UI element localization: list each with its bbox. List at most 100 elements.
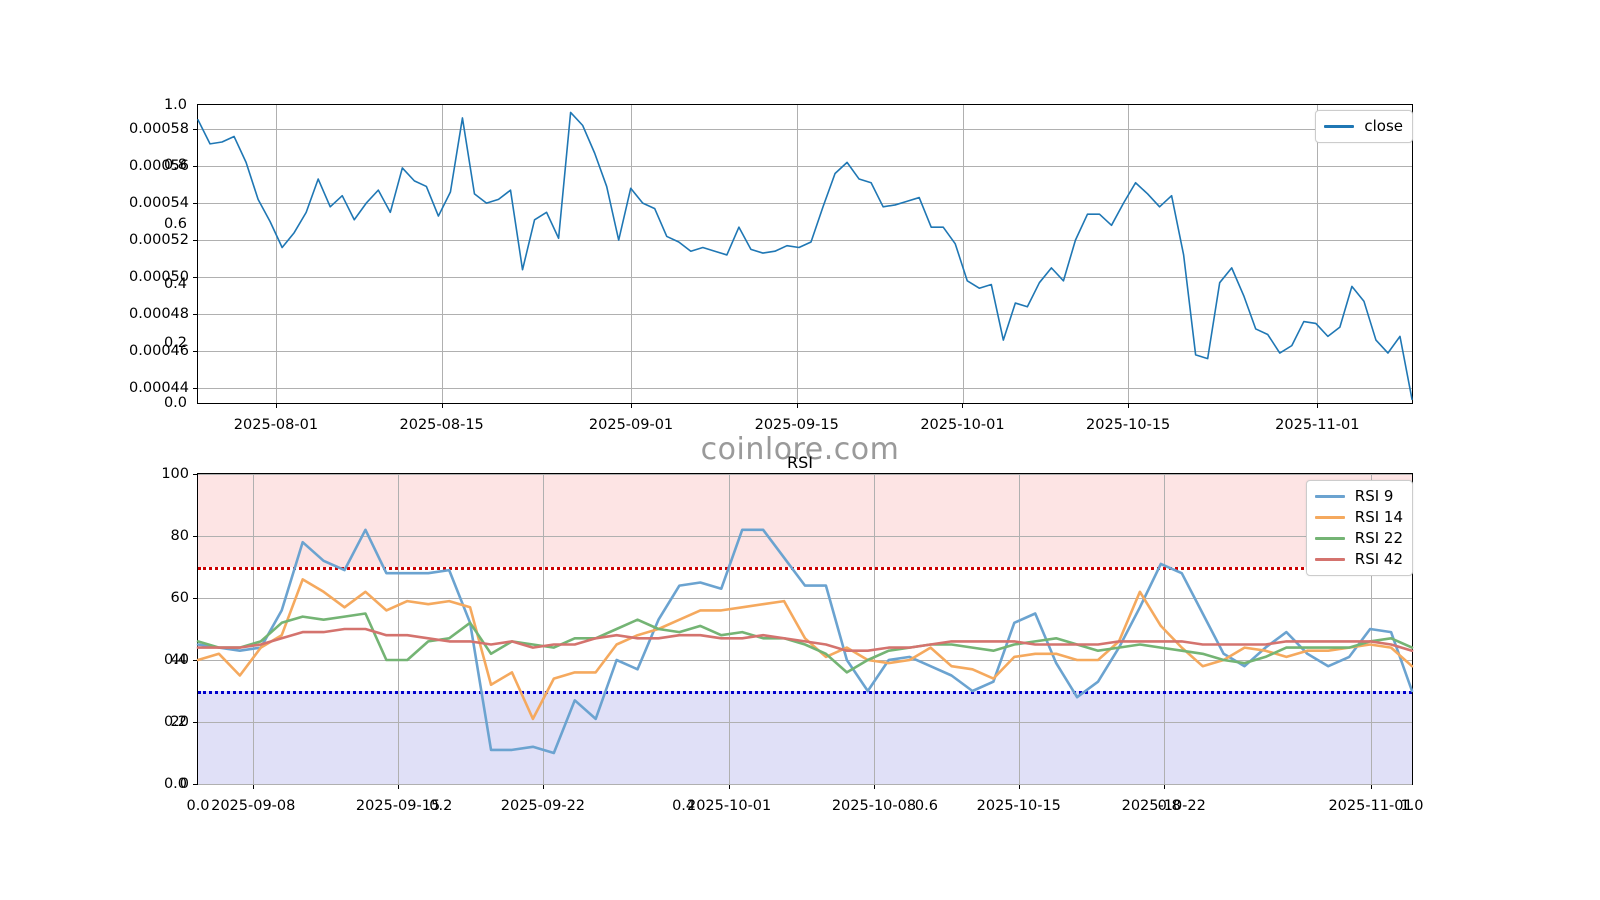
rsi-gridline-v <box>253 474 255 784</box>
price-x-tickmark <box>275 404 277 408</box>
rsi-chart-legend[interactable]: RSI 9 RSI 14 RSI 22 RSI 42 <box>1305 480 1413 576</box>
rsi-gridline-v <box>1018 474 1020 784</box>
price-y-tick-label: 0.00046 <box>129 343 189 360</box>
price-gridline-h <box>198 129 1412 131</box>
price-x-tick-label: 2025-11-01 <box>1275 417 1360 433</box>
rsi-gridline-h <box>198 660 1412 661</box>
rsi-chart-title: RSI <box>787 453 813 472</box>
legend-item-label: RSI 14 <box>1354 508 1403 526</box>
rsi-gridline-v <box>729 474 731 784</box>
price-x-tickmark <box>441 404 443 408</box>
price-chart-legend[interactable]: close <box>1315 110 1413 143</box>
price-x-tick-label: 2025-10-15 <box>1086 417 1171 433</box>
rsi-y-tick-label: 40 <box>170 652 189 668</box>
price-y-tick-label-secondary: 0.4 <box>163 275 187 292</box>
price-gridline-h <box>198 203 1412 205</box>
price-gridline-h <box>198 166 1412 168</box>
rsi-x-tick-label-secondary: 0.0 <box>186 798 210 814</box>
price-x-tickmark <box>631 404 633 408</box>
price-y-tick-label: 0.00054 <box>129 195 189 212</box>
price-y-tick-label: 0.00056 <box>129 158 189 175</box>
rsi-x-tick-label-secondary: 0.2 <box>429 798 453 814</box>
price-x-tickmark <box>962 404 964 408</box>
rsi-y-tick-label: 60 <box>170 590 189 606</box>
price-y-tickmark <box>193 277 197 279</box>
price-y-tickmark <box>193 166 197 168</box>
rsi-gridline-v <box>398 474 400 784</box>
rsi-oversold-band <box>198 691 1412 784</box>
price-gridline-h <box>198 388 1412 390</box>
rsi-gridline-h <box>198 474 1412 475</box>
rsi-x-tick-label: 2025-09-08 <box>211 798 296 814</box>
price-y-tick-label: 0.00050 <box>129 269 189 286</box>
rsi-chart-plot-area <box>196 473 1414 785</box>
price-gridline-v <box>441 105 443 403</box>
rsi-x-tick-label-secondary: 1.0 <box>1400 798 1424 814</box>
rsi-y-tick-label: 80 <box>170 528 189 544</box>
price-x-tick-label: 2025-09-01 <box>588 417 674 433</box>
price-x-tickmark <box>1128 404 1130 408</box>
rsi-x-tick-label: 2025-11-01 <box>1328 798 1413 814</box>
rsi-y-tickmark <box>193 536 197 537</box>
price-gridline-h <box>198 277 1412 279</box>
rsi-gridline-h <box>198 598 1412 599</box>
rsi-legend-item[interactable]: RSI 14 <box>1314 507 1403 528</box>
rsi-legend-item[interactable]: RSI 42 <box>1314 549 1403 570</box>
price-y-tickmark <box>193 314 197 316</box>
price-y-tick-label-secondary: 0.2 <box>163 335 187 352</box>
price-gridline-h <box>198 240 1412 242</box>
price-y-tick-label-secondary: 1.0 <box>163 97 187 113</box>
legend-color-swatch-icon <box>1314 516 1345 519</box>
price-y-tick-label: 0.00048 <box>129 306 189 323</box>
price-y-tick-label: 0.00058 <box>129 121 189 138</box>
price-x-tickmark <box>1317 404 1319 408</box>
legend-color-swatch-icon <box>1314 537 1345 540</box>
price-gridline-h <box>198 351 1412 353</box>
legend-item-label: close <box>1364 117 1403 135</box>
price-x-tick-label: 2025-10-01 <box>920 417 1005 433</box>
rsi-legend-item[interactable]: RSI 22 <box>1314 528 1403 549</box>
rsi-overbought-band <box>198 474 1412 567</box>
legend-color-swatch-icon <box>1324 125 1355 128</box>
rsi-y-tickmark <box>193 598 197 599</box>
rsi-gridline-v <box>542 474 544 784</box>
price-chart-plot-area <box>197 104 1413 404</box>
rsi-overbought-line <box>198 567 1412 570</box>
price-y-tickmark <box>193 203 197 205</box>
price-legend-item[interactable]: close <box>1324 116 1403 137</box>
rsi-gridline-v <box>874 474 875 784</box>
rsi-x-tick-label: 2025-09-22 <box>500 798 586 814</box>
price-x-tick-label: 2025-08-15 <box>399 417 484 433</box>
price-y-tick-label-secondary: 0.8 <box>163 156 187 173</box>
price-gridline-v <box>796 105 798 403</box>
rsi-y-tickmark <box>193 660 197 661</box>
price-y-tickmark <box>193 240 197 242</box>
price-series-lines <box>197 111 1413 401</box>
rsi-x-tickmark <box>873 785 875 789</box>
price-gridline-v <box>275 105 277 403</box>
rsi-y-tickmark <box>193 784 197 785</box>
price-gridline-v <box>1317 105 1319 403</box>
legend-color-swatch-icon <box>1314 558 1345 561</box>
watermark: coinlore.com <box>700 432 900 467</box>
rsi-y-tick-label: 0 <box>179 776 189 792</box>
legend-item-label: RSI 22 <box>1354 529 1403 547</box>
rsi-legend-item[interactable]: RSI 9 <box>1314 486 1403 507</box>
rsi-x-tick-label-secondary: 0.8 <box>1157 798 1181 814</box>
rsi-x-tickmark <box>398 785 400 789</box>
rsi-y-tick-label: 100 <box>161 466 189 482</box>
rsi-x-tickmark <box>729 785 731 789</box>
rsi-x-tick-label: 2025-10-22 <box>1121 798 1206 814</box>
price-y-tickmark <box>193 129 197 131</box>
legend-color-swatch-icon <box>1314 495 1345 498</box>
rsi-y-tickmark <box>193 474 197 475</box>
price-x-tick-label: 2025-08-01 <box>233 417 319 433</box>
rsi-x-tick-label: 2025-10-15 <box>976 798 1061 814</box>
legend-item-label: RSI 9 <box>1354 487 1394 505</box>
price-x-tick-label: 2025-09-15 <box>754 417 839 433</box>
rsi-gridline-h <box>198 722 1412 723</box>
price-y-tickmark <box>193 351 197 353</box>
rsi-x-tickmark <box>1370 785 1372 789</box>
rsi-y-tick-label-secondary: 0.4 <box>163 652 187 668</box>
